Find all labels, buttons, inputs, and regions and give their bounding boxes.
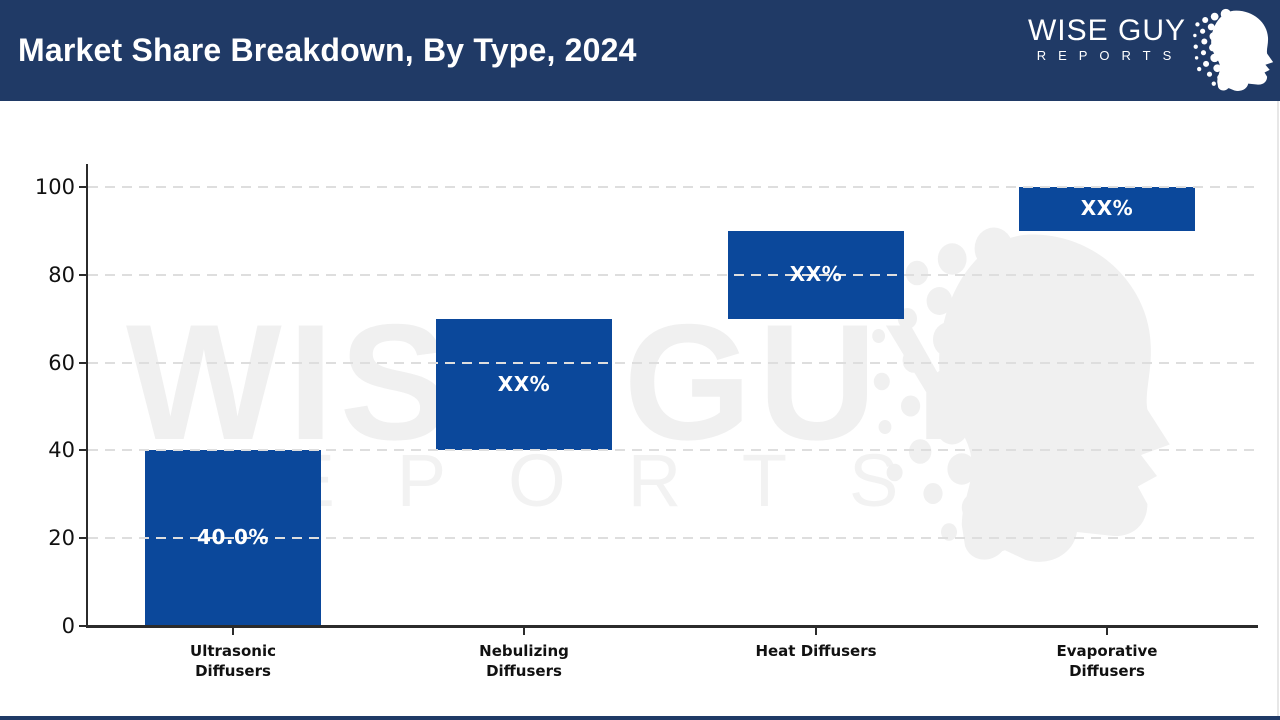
bar-nebulizing-diffusers (436, 319, 612, 450)
x-axis-tick-nebulizing-diffusers (523, 628, 525, 635)
gridline-100 (88, 186, 1254, 188)
y-axis-tick-100 (79, 186, 87, 188)
x-axis-tick-ultrasonic-diffusers (232, 628, 234, 635)
y-axis-tick-0 (79, 625, 87, 627)
y-axis-line (86, 164, 88, 627)
logo-reports-label: REPORTS (1036, 48, 1184, 63)
y-axis-tick-label-20: 20 (48, 526, 75, 550)
x-axis-tick-evaporative-diffusers (1106, 628, 1108, 635)
bar-evaporative-diffusers (1019, 187, 1195, 231)
x-axis-label-ultrasonic-diffusers: Ultrasonic Diffusers (190, 642, 276, 680)
bar-value-label-nebulizing-diffusers: XX% (497, 372, 551, 396)
y-axis-tick-20 (79, 537, 87, 539)
wise-guy-reports-logo: WISE GUY REPORTS (1024, 4, 1274, 97)
gridline-20 (88, 537, 1254, 539)
bar-value-label-heat-diffusers: XX% (789, 262, 843, 286)
logo-wiseguy-label: WISE GUY (1027, 14, 1186, 47)
y-axis-tick-label-40: 40 (48, 438, 75, 462)
y-axis-tick-60 (79, 362, 87, 364)
x-axis-label-evaporative-diffusers: Evaporative Diffusers (1056, 642, 1158, 680)
y-axis-tick-label-80: 80 (48, 263, 75, 287)
logo-text: WISE GUY REPORTS (1027, 14, 1186, 63)
header-bar: Market Share Breakdown, By Type, 2024 WI… (0, 0, 1280, 101)
chart-area: 40.0% XX% XX% XX% 0 20 40 60 80 100 Ultrasonic Di… (0, 101, 1280, 716)
bottom-accent-strip (0, 716, 1280, 720)
gridline-60 (88, 362, 1254, 364)
y-axis-tick-label-100: 100 (34, 175, 75, 199)
bar-value-label-evaporative-diffusers: XX% (1080, 196, 1134, 220)
gridline-80 (88, 274, 1254, 276)
x-axis-label-heat-diffusers: Heat Diffusers (755, 642, 877, 660)
y-axis-tick-40 (79, 449, 87, 451)
x-axis-line (86, 625, 1258, 628)
y-axis-tick-80 (79, 274, 87, 276)
gridline-40 (88, 449, 1254, 451)
bar-value-label-ultrasonic-diffusers: 40.0% (197, 525, 269, 549)
y-axis-tick-label-60: 60 (48, 351, 75, 375)
y-axis-tick-label-0: 0 (61, 614, 75, 638)
x-axis-label-nebulizing-diffusers: Nebulizing Diffusers (479, 642, 569, 680)
x-axis-tick-heat-diffusers (815, 628, 817, 635)
page-title: Market Share Breakdown, By Type, 2024 (18, 32, 637, 68)
logo-face-icon (1188, 8, 1274, 94)
right-edge-divider (1277, 101, 1279, 716)
